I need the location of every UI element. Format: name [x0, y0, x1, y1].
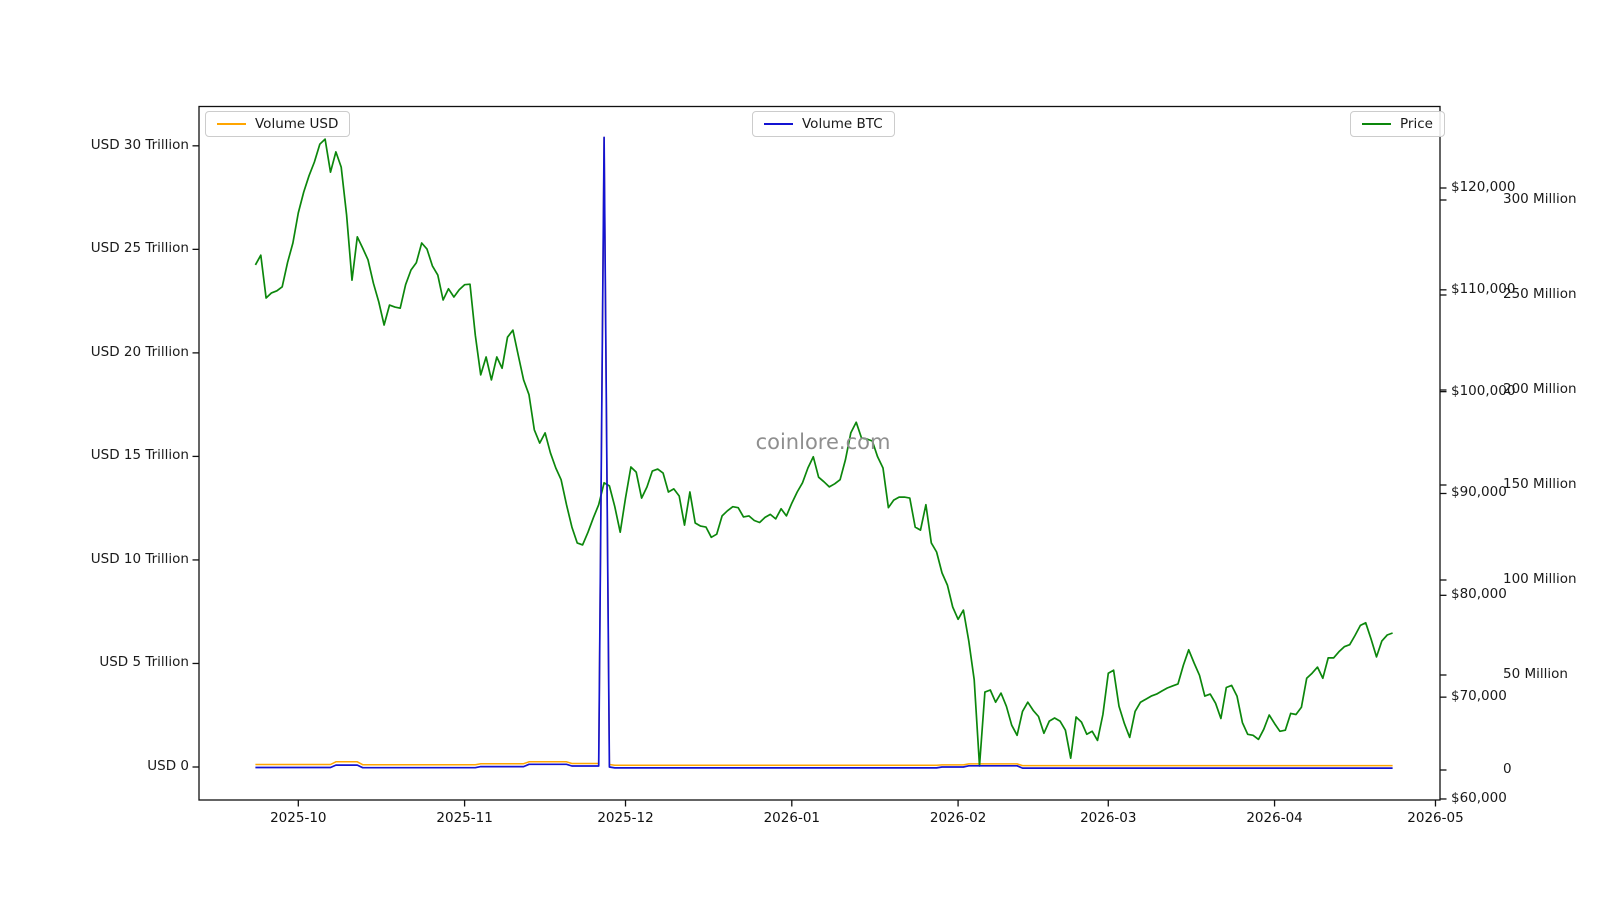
chart-series-lines [254, 136, 1393, 769]
btc-axis-tick-label: 200 Million [1503, 381, 1577, 397]
price-axis-tick-label: $120,000 [1451, 179, 1516, 195]
x-axis-tick-label: 2025-10 [270, 810, 327, 826]
legend-price-label: Price [1400, 116, 1433, 132]
price-line [254, 138, 1393, 767]
plot-frame [198, 105, 1441, 801]
price-axis-tick-label: $110,000 [1451, 280, 1516, 297]
x-axis-tick-label: 2025-11 [436, 810, 493, 826]
legend-volume-btc: Volume BTC [752, 111, 895, 137]
legend-volume-usd-label: Volume USD [255, 116, 339, 132]
price-axis-tick-label: $80,000 [1451, 586, 1507, 603]
x-axis-tick-label: 2025-12 [597, 810, 654, 826]
price-axis-tick-label: $70,000 [1451, 688, 1507, 705]
left-axis-tick-label: USD 0 [147, 758, 189, 774]
price-line-icon [1362, 123, 1391, 125]
btc-axis-tick-label: 0 [1503, 761, 1512, 777]
x-axis-tick-label: 2026-02 [929, 810, 987, 826]
axis-tick-marks [192, 145, 1447, 807]
x-axis-tick-label: 2026-01 [763, 810, 820, 826]
volume-usd-line [255, 136, 1393, 767]
x-axis-tick-label: 2026-05 [1407, 810, 1464, 826]
volume-usd-line-icon [217, 123, 246, 125]
btc-axis-tick-label: 150 Million [1503, 476, 1577, 492]
left-axis-tick-label: USD 10 Trillion [90, 550, 189, 567]
watermark: coinlore.com [755, 430, 891, 454]
price-axis-tick-label: $60,000 [1451, 789, 1507, 806]
legend-volume-usd: Volume USD [205, 111, 351, 137]
left-axis-tick-label: USD 25 Trillion [90, 240, 189, 257]
price-axis-tick-label: $90,000 [1451, 484, 1507, 501]
left-axis-tick-label: USD 15 Trillion [90, 447, 189, 464]
volume-btc-line [255, 136, 1393, 769]
price-axis-tick-label: $100,000 [1451, 382, 1516, 399]
btc-axis-tick-label: 100 Million [1503, 571, 1577, 587]
legend-price: Price [1350, 111, 1445, 137]
volume-btc-line-icon [764, 123, 793, 125]
x-axis-tick-label: 2026-04 [1246, 810, 1303, 826]
x-axis-tick-label: 2026-03 [1080, 810, 1137, 826]
left-axis-tick-label: USD 5 Trillion [99, 654, 189, 671]
btc-axis-tick-label: 300 Million [1503, 191, 1577, 207]
left-axis-tick-label: USD 20 Trillion [90, 343, 189, 360]
btc-axis-tick-label: 50 Million [1503, 666, 1568, 682]
legend-volume-btc-label: Volume BTC [802, 116, 883, 132]
btc-axis-tick-label: 250 Million [1503, 286, 1577, 302]
left-axis-tick-label: USD 30 Trillion [90, 136, 189, 153]
